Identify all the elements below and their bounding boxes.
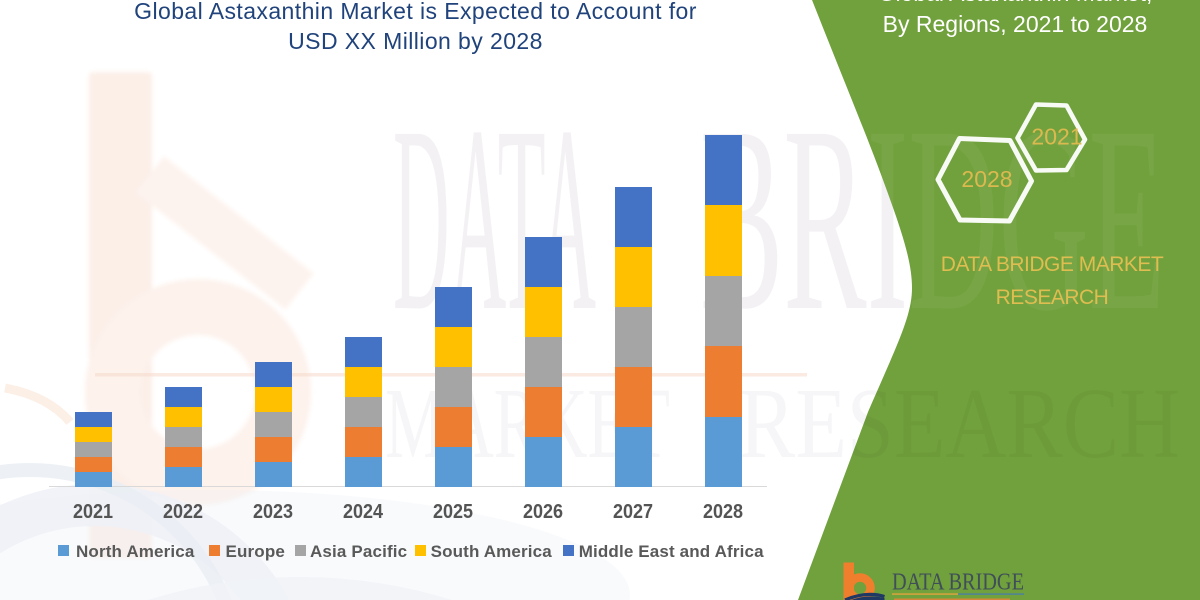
svg-text:2021: 2021 bbox=[1031, 124, 1082, 150]
svg-text:2028: 2028 bbox=[961, 166, 1012, 192]
svg-text:DATA BRIDGE: DATA BRIDGE bbox=[892, 569, 1024, 596]
svg-text:DATA: DATA bbox=[393, 71, 596, 366]
